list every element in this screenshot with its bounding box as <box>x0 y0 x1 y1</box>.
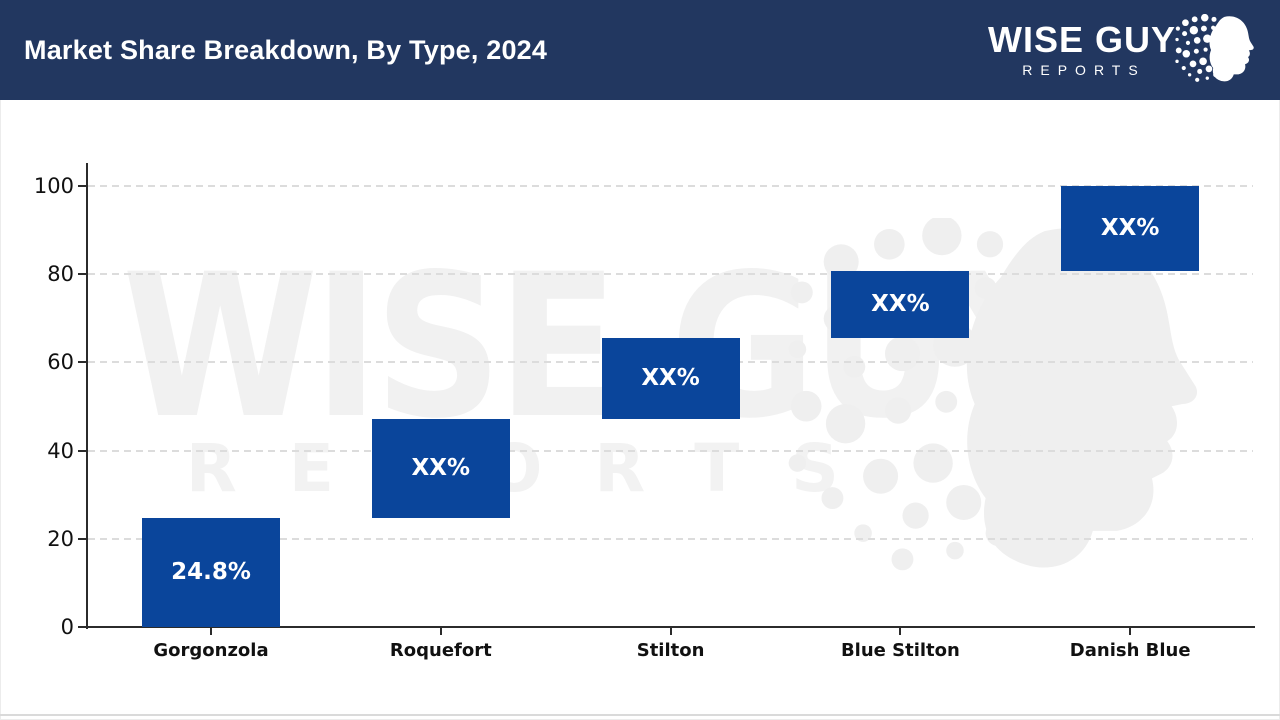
y-tick-label: 20 <box>47 526 74 551</box>
y-tick <box>78 537 87 540</box>
gridline <box>88 273 1253 276</box>
y-tick <box>78 361 87 364</box>
logo-subtext: REPORTS <box>1022 62 1146 78</box>
bar-value-label: 24.8% <box>171 559 251 586</box>
x-tick <box>899 628 902 635</box>
waterfall-bar: XX% <box>601 337 740 419</box>
bar-value-label: XX% <box>641 365 700 392</box>
y-axis-line <box>86 163 88 629</box>
x-category-label: Roquefort <box>389 640 492 661</box>
footer-divider <box>0 714 1280 716</box>
bar-value-label: XX% <box>1100 215 1160 242</box>
y-tick-label: 100 <box>33 174 74 198</box>
x-category-label: Stilton <box>636 640 705 661</box>
y-tick-label: 60 <box>47 350 74 375</box>
waterfall-bar: XX% <box>831 270 970 338</box>
y-tick <box>78 273 87 276</box>
x-axis-line <box>86 626 1255 628</box>
x-category-label: Gorgonzola <box>153 640 269 661</box>
header-bar: Market Share Breakdown, By Type, 2024 WI… <box>0 0 1280 100</box>
y-tick <box>78 449 87 452</box>
bar-value-label: XX% <box>411 455 471 482</box>
y-tick-label: 40 <box>47 438 74 463</box>
waterfall-bar: XX% <box>371 418 510 518</box>
y-tick <box>78 185 87 187</box>
y-tick-label: 0 <box>60 615 74 639</box>
y-tick-label: 80 <box>47 262 74 287</box>
x-tick <box>439 628 442 635</box>
wise-guy-logo: WISE GUY REPORTS <box>988 14 1256 86</box>
x-tick <box>669 628 672 635</box>
gridline <box>88 185 1253 187</box>
logo-wordmark: WISE GUY <box>987 19 1176 60</box>
chart-title: Market Share Breakdown, By Type, 2024 <box>24 34 548 65</box>
x-tick <box>1129 628 1132 635</box>
bar-value-label: XX% <box>871 291 930 318</box>
gridline <box>88 537 1253 540</box>
x-category-label: Danish Blue <box>1069 640 1191 661</box>
x-tick <box>210 628 212 635</box>
x-category-label: Blue Stilton <box>840 640 960 661</box>
waterfall-bar: XX% <box>1061 186 1200 271</box>
logo-text-block: WISE GUY REPORTS <box>987 19 1176 79</box>
gridline <box>88 449 1253 452</box>
y-tick <box>78 626 87 628</box>
waterfall-bar: 24.8% <box>142 517 280 627</box>
